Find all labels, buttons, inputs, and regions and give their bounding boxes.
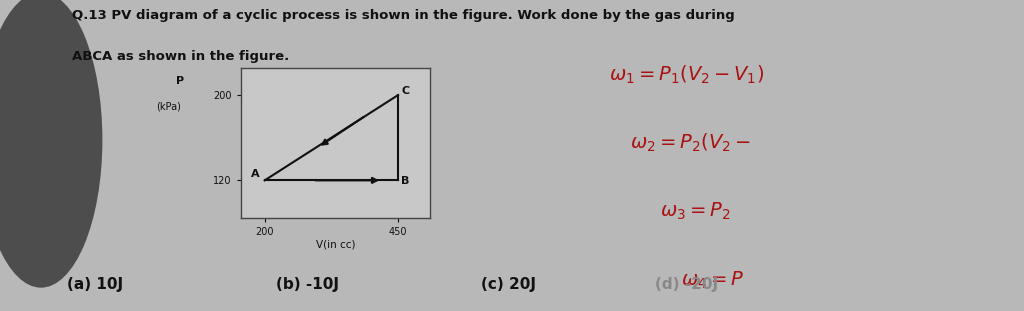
Text: P: P [176, 76, 184, 86]
Text: (c) 20J: (c) 20J [481, 277, 537, 292]
Text: Q.13 PV diagram of a cyclic process is shown in the figure. Work done by the gas: Q.13 PV diagram of a cyclic process is s… [72, 9, 734, 22]
Text: $\omega_1 = P_1(V_2 - V_1)$: $\omega_1 = P_1(V_2 - V_1)$ [609, 63, 765, 86]
Text: $\omega_3 = P_2$: $\omega_3 = P_2$ [660, 201, 731, 222]
Text: A: A [251, 169, 260, 179]
Text: ABCA as shown in the figure.: ABCA as shown in the figure. [72, 50, 289, 63]
Text: (d) -20J: (d) -20J [655, 277, 719, 292]
Text: (b) -10J: (b) -10J [276, 277, 340, 292]
Text: C: C [401, 86, 410, 96]
Text: B: B [401, 176, 410, 186]
Text: (kPa): (kPa) [157, 101, 181, 111]
X-axis label: V(in cc): V(in cc) [315, 239, 355, 249]
Text: $\omega_2 = P_2(V_2 -$: $\omega_2 = P_2(V_2 -$ [630, 132, 751, 154]
Text: (a) 10J: (a) 10J [67, 277, 123, 292]
Text: $\omega_4 = P$: $\omega_4 = P$ [681, 269, 744, 290]
